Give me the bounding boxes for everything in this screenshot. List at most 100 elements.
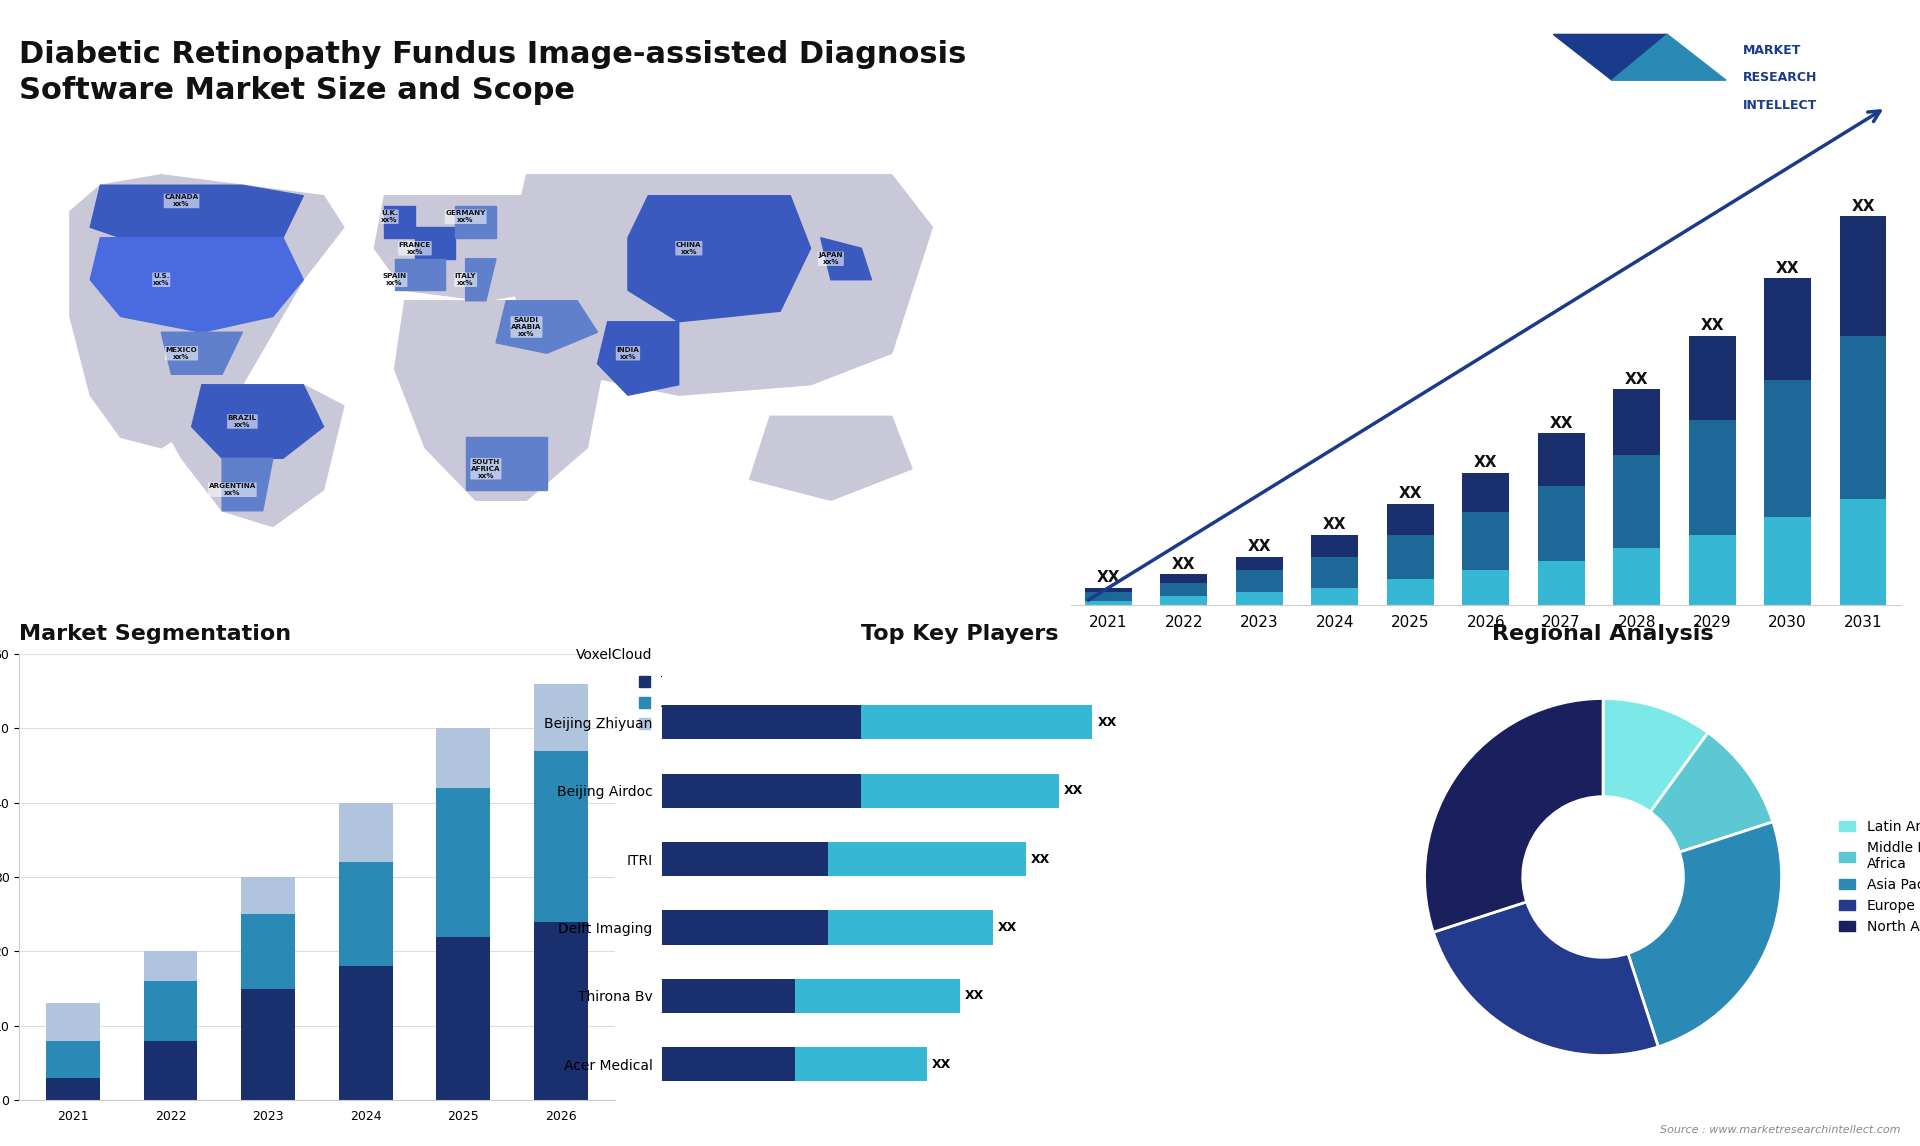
Bar xyxy=(662,1047,795,1082)
Bar xyxy=(1764,517,1811,605)
Bar xyxy=(242,989,296,1100)
Bar xyxy=(1311,534,1357,557)
Bar xyxy=(1463,512,1509,570)
Polygon shape xyxy=(507,174,933,395)
Text: CHINA
xx%: CHINA xx% xyxy=(676,242,701,254)
Text: Diabetic Retinopathy Fundus Image-assisted Diagnosis
Software Market Size and Sc: Diabetic Retinopathy Fundus Image-assist… xyxy=(19,40,966,105)
Text: XX: XX xyxy=(1098,716,1117,729)
Bar xyxy=(1236,592,1283,605)
Wedge shape xyxy=(1425,698,1603,932)
Text: SPAIN
xx%: SPAIN xx% xyxy=(382,273,407,286)
Text: MARKET: MARKET xyxy=(1743,44,1801,56)
Bar xyxy=(1764,379,1811,517)
Bar xyxy=(1085,601,1131,605)
Bar xyxy=(662,774,860,808)
Polygon shape xyxy=(192,385,324,458)
Polygon shape xyxy=(396,259,445,290)
Text: INDIA
xx%: INDIA xx% xyxy=(616,347,639,360)
Bar xyxy=(1839,217,1887,336)
Text: BRAZIL
xx%: BRAZIL xx% xyxy=(228,415,257,427)
Bar xyxy=(828,910,993,944)
Text: RESEARCH: RESEARCH xyxy=(1743,71,1818,84)
Wedge shape xyxy=(1651,732,1772,853)
Polygon shape xyxy=(69,174,344,448)
Polygon shape xyxy=(223,458,273,511)
Bar xyxy=(1236,570,1283,592)
Text: XX: XX xyxy=(1776,261,1799,276)
Bar xyxy=(534,751,588,921)
Bar xyxy=(1690,419,1736,534)
Bar xyxy=(338,966,392,1100)
Bar xyxy=(242,915,296,989)
Text: XX: XX xyxy=(1549,416,1572,431)
Bar xyxy=(795,1047,927,1082)
Polygon shape xyxy=(384,206,415,237)
Polygon shape xyxy=(455,206,495,237)
Text: MEXICO
xx%: MEXICO xx% xyxy=(165,347,198,360)
Bar xyxy=(534,684,588,751)
Polygon shape xyxy=(495,300,597,353)
Title: Regional Analysis: Regional Analysis xyxy=(1492,623,1715,644)
Bar xyxy=(144,981,198,1041)
Text: INTELLECT: INTELLECT xyxy=(1743,99,1818,111)
Text: Source : www.marketresearchintellect.com: Source : www.marketresearchintellect.com xyxy=(1661,1124,1901,1135)
Bar xyxy=(1160,583,1208,596)
Polygon shape xyxy=(161,385,344,526)
Text: XX: XX xyxy=(1398,486,1423,502)
Bar xyxy=(144,1041,198,1100)
Bar xyxy=(436,936,490,1100)
Polygon shape xyxy=(396,300,607,501)
Text: XX: XX xyxy=(998,921,1018,934)
Wedge shape xyxy=(1628,822,1782,1046)
Bar xyxy=(1085,588,1131,592)
Bar xyxy=(436,728,490,787)
Polygon shape xyxy=(1553,34,1667,80)
Wedge shape xyxy=(1434,902,1659,1055)
Bar xyxy=(1386,579,1434,605)
Text: FRANCE
xx%: FRANCE xx% xyxy=(399,242,430,254)
Circle shape xyxy=(1523,796,1684,957)
Bar xyxy=(1613,388,1661,455)
Legend: Type, Application, Geography: Type, Application, Geography xyxy=(634,669,745,737)
Polygon shape xyxy=(161,332,242,375)
Polygon shape xyxy=(90,186,303,237)
Bar xyxy=(860,705,1092,739)
Bar xyxy=(1538,486,1584,562)
Bar xyxy=(1463,472,1509,512)
Bar xyxy=(46,1004,100,1041)
Bar xyxy=(795,979,960,1013)
Text: XX: XX xyxy=(1096,571,1119,586)
Bar xyxy=(828,842,1025,877)
Bar xyxy=(534,921,588,1100)
Polygon shape xyxy=(1613,34,1726,80)
Bar xyxy=(662,705,860,739)
Polygon shape xyxy=(749,416,912,501)
Text: XX: XX xyxy=(1701,319,1724,333)
Bar xyxy=(1690,534,1736,605)
Bar xyxy=(1613,455,1661,548)
Bar xyxy=(1538,433,1584,486)
Legend: Latin America, Middle East &
Africa, Asia Pacific, Europe, North America: Latin America, Middle East & Africa, Asi… xyxy=(1834,815,1920,940)
Text: XX: XX xyxy=(1248,540,1271,555)
Text: SOUTH
AFRICA
xx%: SOUTH AFRICA xx% xyxy=(470,458,501,479)
Polygon shape xyxy=(467,259,495,300)
Title: Top Key Players: Top Key Players xyxy=(862,623,1058,644)
Text: XX: XX xyxy=(1064,784,1083,798)
Text: GERMANY
xx%: GERMANY xx% xyxy=(445,210,486,223)
Bar xyxy=(1538,562,1584,605)
Text: CANADA
xx%: CANADA xx% xyxy=(165,195,198,207)
Wedge shape xyxy=(1603,698,1709,813)
Bar xyxy=(1839,336,1887,500)
Bar xyxy=(1160,596,1208,605)
Text: XX: XX xyxy=(1851,199,1874,214)
Text: XX: XX xyxy=(1171,557,1196,572)
Bar xyxy=(46,1078,100,1100)
Bar xyxy=(1386,503,1434,534)
Bar xyxy=(662,910,828,944)
Polygon shape xyxy=(90,237,303,332)
Bar xyxy=(436,787,490,936)
Bar xyxy=(338,862,392,966)
Bar xyxy=(1463,570,1509,605)
Polygon shape xyxy=(374,196,566,300)
Text: XX: XX xyxy=(1624,371,1649,386)
